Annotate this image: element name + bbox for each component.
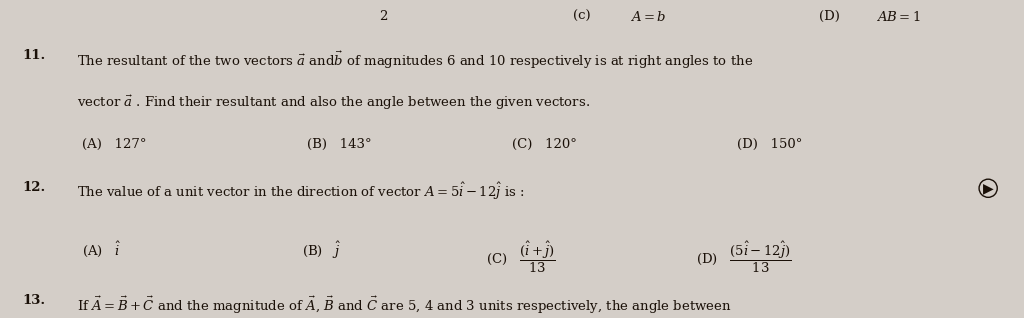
Text: (C)   $\dfrac{(\hat{i}+\hat{j})}{13}$: (C) $\dfrac{(\hat{i}+\hat{j})}{13}$ [486,240,556,275]
Text: 2: 2 [379,10,387,23]
Text: The value of a unit vector in the direction of vector $A = 5\hat{i} -12\hat{j}$ : The value of a unit vector in the direct… [77,181,524,203]
Text: ▶: ▶ [983,181,993,195]
Text: (A)   $\hat{i}$: (A) $\hat{i}$ [82,240,122,259]
Text: If $\vec{A}=\vec{B}+\vec{C}$ and the magnitude of $\vec{A}$, $\vec{B}$ and $\vec: If $\vec{A}=\vec{B}+\vec{C}$ and the mag… [77,294,731,315]
Text: $A=b$: $A=b$ [630,10,667,24]
Text: 11.: 11. [23,49,46,62]
Text: (D)   150°: (D) 150° [737,138,803,151]
Text: The resultant of the two vectors $\vec{a}$ and$\vec{b}$ of magnitudes 6 and 10 r: The resultant of the two vectors $\vec{a… [77,49,753,71]
Text: (D)   $\dfrac{(5\hat{i}-12\hat{j})}{13}$: (D) $\dfrac{(5\hat{i}-12\hat{j})}{13}$ [696,240,792,275]
Text: (D): (D) [819,10,840,23]
Text: (A)   127°: (A) 127° [82,138,146,151]
Text: 12.: 12. [23,181,46,194]
Text: (B)   143°: (B) 143° [307,138,372,151]
Text: $AB=1$: $AB=1$ [876,10,921,24]
Text: (B)   $\hat{j}$: (B) $\hat{j}$ [302,240,341,261]
Text: vector $\vec{a}$ . Find their resultant and also the angle between the given vec: vector $\vec{a}$ . Find their resultant … [77,94,590,112]
Text: (C)   120°: (C) 120° [512,138,577,151]
Text: (c): (c) [573,10,591,23]
Text: 13.: 13. [23,294,46,307]
